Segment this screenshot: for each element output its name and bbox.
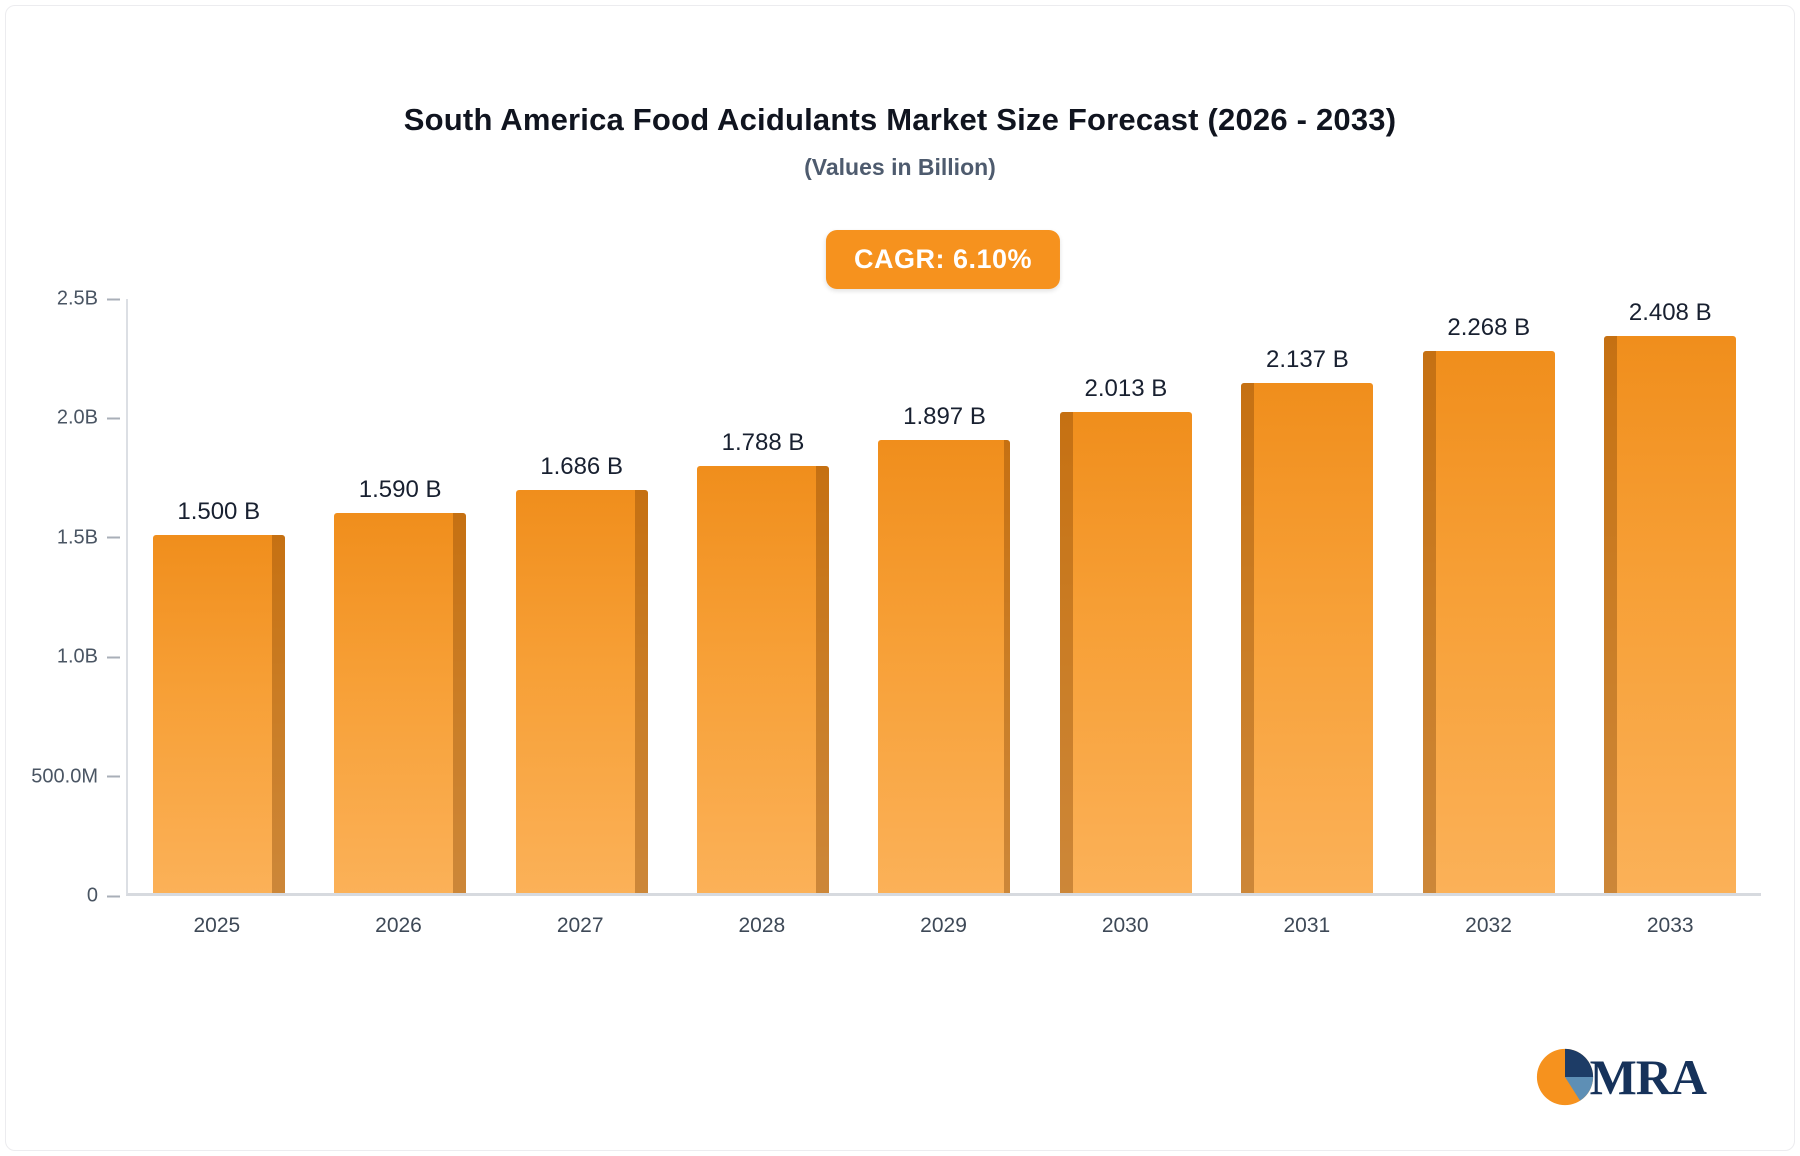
- y-tick-label: 2.5B: [56, 287, 98, 310]
- brand-logo: MRA: [1534, 1046, 1707, 1108]
- y-tick-label: 2.0B: [56, 406, 98, 429]
- bar-value-label: 2.268 B: [1447, 314, 1531, 342]
- bar-slot: 1.500 B: [128, 299, 309, 893]
- x-axis-label: 2032: [1465, 914, 1512, 937]
- y-tick: 1.5B: [57, 526, 120, 549]
- chart-title: South America Food Acidulants Market Siz…: [403, 102, 1397, 137]
- x-axis-label: 2028: [738, 914, 786, 937]
- bar-value-label: 2.408 B: [1628, 299, 1712, 326]
- x-axis-label: 2026: [375, 914, 422, 937]
- y-tick-mark: [107, 775, 120, 778]
- bar-slot: 2.137 B: [1217, 299, 1398, 893]
- y-tick: 1.0B: [57, 646, 120, 669]
- y-tick-label: 1.0B: [56, 645, 98, 668]
- pie-circle-icon: [1536, 1048, 1593, 1106]
- bar-3d-side: [453, 513, 467, 893]
- bar-slot: 1.590 B: [309, 299, 490, 893]
- chart-subtitle: (Values in Billion): [804, 154, 996, 180]
- bar-3d-side: [1422, 351, 1436, 893]
- bar-value-label: 1.686 B: [540, 453, 623, 481]
- bar-2032: [1422, 351, 1555, 893]
- y-tick: 2.5B: [57, 288, 120, 311]
- x-axis-label: 2027: [556, 914, 604, 937]
- logo-text: MRA: [1589, 1049, 1707, 1105]
- y-tick: 500.0M: [31, 765, 120, 788]
- bar-2025: [152, 534, 285, 893]
- y-tick-label: 500.0M: [31, 765, 98, 788]
- y-tick-label: 1.5B: [56, 526, 98, 549]
- bar-2030: [1059, 412, 1192, 893]
- bar-value-label: 1.590 B: [358, 476, 442, 504]
- x-axis-label: 2029: [920, 914, 967, 937]
- bars-row: 1.500 B 1.590 B 1.686 B 1.788 B 1.897 B 2.013…: [128, 299, 1761, 893]
- chart-card: South America Food Acidulants Market Siz…: [5, 5, 1795, 1151]
- x-axis: 2025 2026 2027 2028 2029 2030 2031 2032 2033: [126, 914, 1761, 938]
- y-tick-mark: [107, 536, 120, 539]
- y-tick-mark: [107, 298, 120, 300]
- y-tick-mark: [107, 895, 120, 897]
- bar-2026: [334, 513, 467, 893]
- bar-value-label: 2.013 B: [1084, 375, 1168, 403]
- bar-value-label: 1.897 B: [903, 403, 986, 430]
- bar-2027: [515, 490, 648, 893]
- y-tick: 0: [87, 885, 120, 908]
- y-axis: 2.5B 2.0B 1.5B 1.0B 500.0M 0: [6, 288, 120, 907]
- bar-3d-side: [1059, 412, 1073, 893]
- bar-slot: 1.788 B: [672, 299, 853, 893]
- bar-3d-side: [1004, 440, 1011, 893]
- bar-slot: 1.686 B: [491, 299, 672, 893]
- bar-3d-side: [816, 466, 830, 893]
- bar-slot: 1.897 B: [854, 299, 1035, 893]
- bar-slot: 2.408 B: [1580, 299, 1761, 893]
- bar-value-label: 2.137 B: [1265, 345, 1349, 373]
- bar-2031: [1241, 382, 1374, 893]
- bar-slot: 2.268 B: [1398, 299, 1579, 893]
- cagr-badge: CAGR: 6.10%: [825, 230, 1061, 289]
- x-axis-label: 2031: [1283, 914, 1331, 937]
- bar-slot: 2.013 B: [1035, 299, 1216, 893]
- bar-value-label: 1.500 B: [177, 497, 261, 525]
- plot-area: 1.500 B 1.590 B 1.686 B 1.788 B 1.897 B 2.013…: [126, 299, 1761, 896]
- bar-2028: [697, 466, 830, 893]
- bar-3d-side: [634, 490, 648, 893]
- bar-value-label: 1.788 B: [721, 429, 805, 457]
- x-axis-label: 2030: [1101, 914, 1149, 937]
- bar-3d-side: [271, 534, 285, 893]
- y-tick-mark: [107, 417, 120, 420]
- y-tick-mark: [107, 656, 120, 659]
- bar-3d-side: [1241, 382, 1255, 893]
- y-tick: 2.0B: [57, 407, 120, 430]
- y-tick-label: 0: [86, 884, 98, 907]
- bar-2029: [878, 440, 1011, 893]
- bar-3d-side: [1604, 336, 1618, 893]
- x-axis-label: 2025: [193, 914, 241, 937]
- x-axis-label: 2033: [1646, 914, 1694, 937]
- bar-2033: [1604, 336, 1737, 893]
